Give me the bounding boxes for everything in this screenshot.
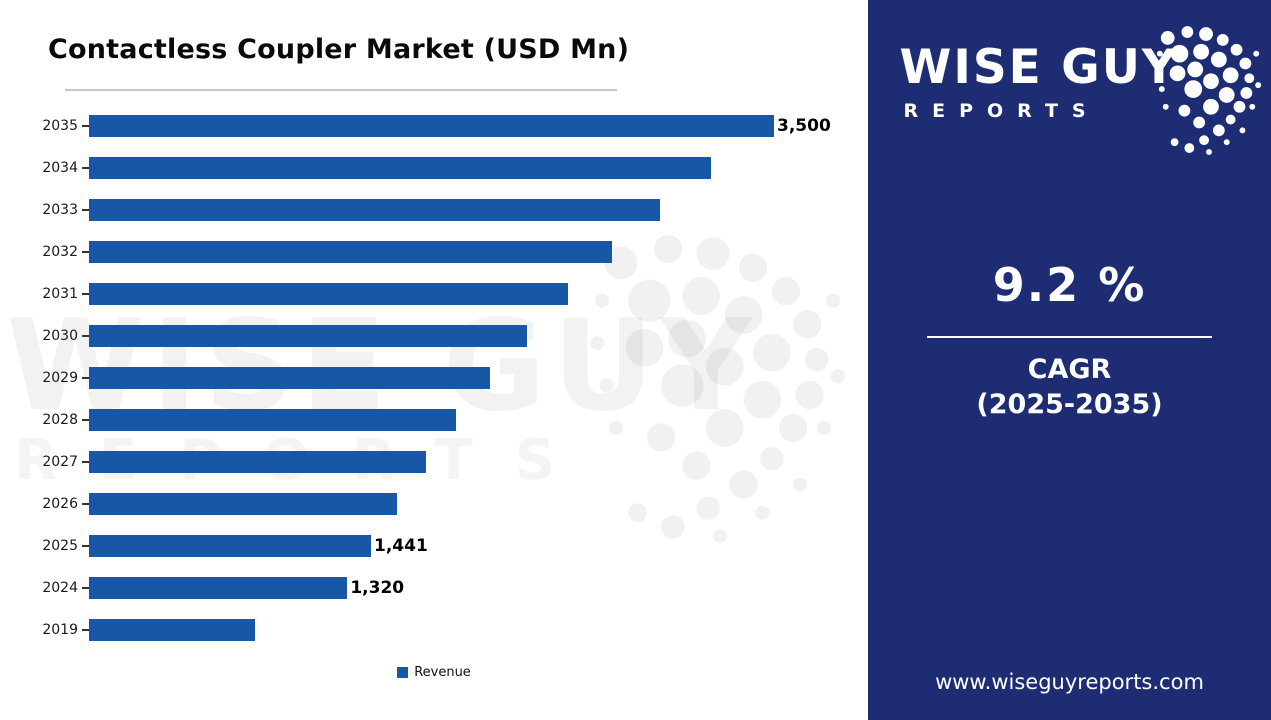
- bar-wrap: [89, 283, 774, 305]
- axis-tick: [82, 545, 89, 547]
- y-axis-label: 2026: [42, 496, 78, 512]
- revenue-bar: [89, 577, 348, 599]
- revenue-bar: [89, 241, 612, 263]
- revenue-bar: [89, 367, 491, 389]
- legend-swatch: [397, 667, 409, 678]
- bar-wrap: [89, 409, 774, 431]
- y-axis-label: 2032: [42, 244, 78, 260]
- axis-tick: [82, 293, 89, 295]
- chart-title: Contactless Coupler Market (USD Mn): [48, 34, 630, 65]
- cagr-value: 9.2 %: [992, 258, 1147, 312]
- y-axis-label: 2031: [42, 286, 78, 302]
- axis-tick: [82, 377, 89, 379]
- bar-value-label: 1,320: [350, 578, 405, 598]
- y-axis-label: 2033: [42, 202, 78, 218]
- revenue-bar: [89, 451, 426, 473]
- axis-tick: [82, 335, 89, 337]
- y-axis-label: 2027: [42, 454, 78, 470]
- axis-tick: [82, 587, 89, 589]
- bar-wrap: 1,320: [89, 577, 774, 599]
- y-axis-label: 2025: [42, 538, 78, 554]
- cagr-divider: [927, 336, 1212, 338]
- chart-row: 2027: [30, 441, 868, 483]
- y-axis-label: 2030: [42, 328, 78, 344]
- chart-row: 2032: [30, 231, 868, 273]
- cagr-range: (2025-2035): [976, 389, 1163, 420]
- bar-wrap: [89, 619, 774, 641]
- chart-row: 2030: [30, 315, 868, 357]
- axis-tick: [82, 167, 89, 169]
- title-divider: [65, 89, 617, 91]
- axis-tick: [82, 461, 89, 463]
- wiseguy-logo-head-icon: [1154, 26, 1261, 155]
- axis-tick: [82, 629, 89, 631]
- revenue-bar: [89, 157, 712, 179]
- revenue-bar: [89, 325, 528, 347]
- bar-value-label: 1,441: [374, 536, 428, 556]
- y-axis-label: 2024: [42, 580, 78, 596]
- bar-wrap: 3,500: [89, 115, 831, 137]
- revenue-bar: [89, 619, 256, 641]
- chart-row: 2026: [30, 483, 868, 525]
- wiseguy-logo-text: WISE GUY: [899, 40, 1178, 95]
- revenue-bar: [89, 535, 372, 557]
- bar-wrap: [89, 451, 774, 473]
- chart-rows: 2035 3,500 2034 2033 2032 2031 2030 2029 2028 202…: [30, 105, 868, 651]
- chart-row: 2033: [30, 189, 868, 231]
- axis-tick: [82, 251, 89, 253]
- chart-row: 2024 1,320: [30, 567, 868, 609]
- y-axis-label: 2028: [42, 412, 78, 428]
- bar-wrap: [89, 157, 774, 179]
- chart-row: 2029: [30, 357, 868, 399]
- bar-value-label: 3,500: [777, 116, 831, 136]
- bar-wrap: [89, 325, 774, 347]
- y-axis-label: 2034: [42, 160, 78, 176]
- revenue-bar: [89, 493, 398, 515]
- website-link[interactable]: www.wiseguyreports.com: [935, 670, 1204, 694]
- axis-tick: [82, 503, 89, 505]
- bar-wrap: [89, 199, 774, 221]
- legend-label: Revenue: [414, 665, 471, 680]
- chart-row: 2019: [30, 609, 868, 651]
- revenue-bar: [89, 115, 774, 137]
- y-axis-label: 2019: [42, 622, 78, 638]
- cagr-label: CAGR: [1027, 354, 1112, 385]
- wiseguy-logo-subtext: REPORTS: [903, 99, 1100, 122]
- chart-row: 2028: [30, 399, 868, 441]
- revenue-bar: [89, 283, 568, 305]
- chart-row: 2031: [30, 273, 868, 315]
- bar-wrap: 1,441: [89, 535, 774, 557]
- cagr-block: 9.2 % CAGR (2025-2035): [927, 258, 1212, 420]
- chart-row: 2025 1,441: [30, 525, 868, 567]
- bar-wrap: [89, 493, 774, 515]
- bar-wrap: [89, 367, 774, 389]
- bar-wrap: [89, 241, 774, 263]
- axis-tick: [82, 209, 89, 211]
- chart-panel: WISE GUY REPORTS Contactless Coupler Mar…: [0, 34, 868, 680]
- axis-tick: [82, 419, 89, 421]
- y-axis-label: 2029: [42, 370, 78, 386]
- y-axis-label: 2035: [42, 118, 78, 134]
- revenue-bar: [89, 409, 456, 431]
- revenue-bar: [89, 199, 660, 221]
- wiseguy-logo: WISE GUY REPORTS: [899, 26, 1261, 155]
- axis-tick: [82, 125, 89, 127]
- chart-row: 2034: [30, 147, 868, 189]
- brand-sidebar: WISE GUY REPORTS 9.2 % CAGR: [868, 0, 1271, 720]
- chart-legend: Revenue: [0, 665, 868, 680]
- chart-row: 2035 3,500: [30, 105, 868, 147]
